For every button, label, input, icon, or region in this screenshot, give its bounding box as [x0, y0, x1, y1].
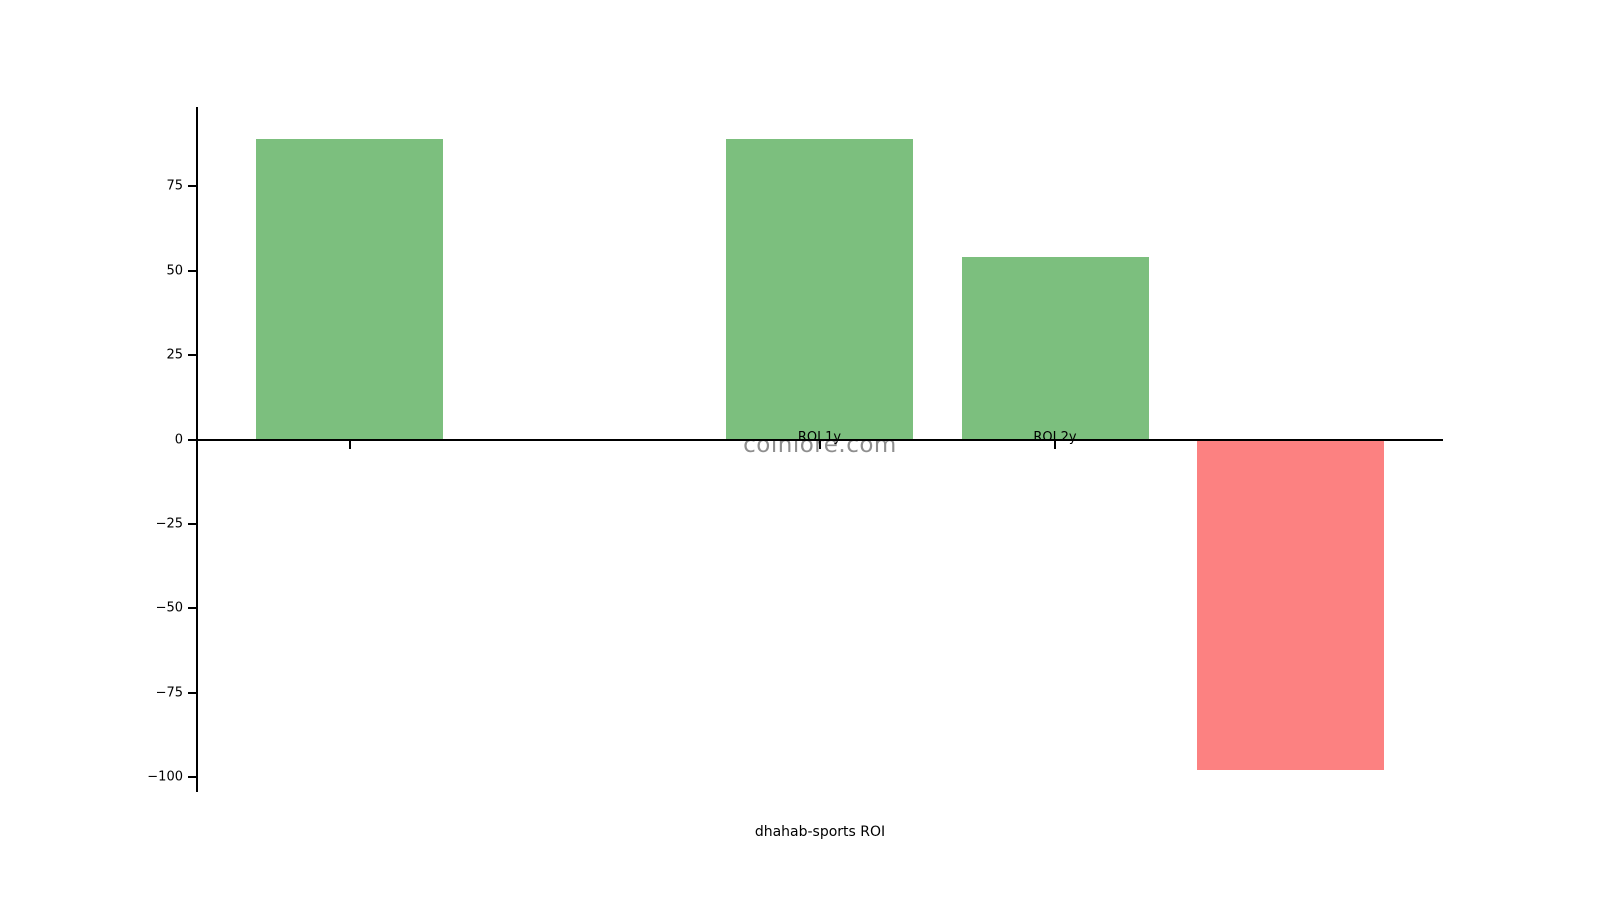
- y-tick-mark: [188, 269, 196, 272]
- y-tick-mark: [188, 185, 196, 188]
- y-axis-spine: [196, 107, 198, 792]
- x-axis-zero-line: [196, 438, 1443, 441]
- chart-title: dhahab-sports ROI: [754, 824, 886, 840]
- x-axis-label: ROI 1y: [797, 430, 842, 445]
- x-tick-mark: [818, 440, 821, 449]
- y-tick-mark: [188, 522, 196, 525]
- y-tick-mark: [188, 438, 196, 441]
- y-tick-label: 75: [166, 178, 183, 194]
- bar-roi-1y: [726, 139, 913, 440]
- y-tick-label: −25: [155, 516, 183, 532]
- y-tick-label: 25: [166, 347, 183, 363]
- y-tick-label: −100: [147, 769, 183, 785]
- x-axis-label: ROI 2y: [1033, 430, 1077, 445]
- y-tick-label: 0: [174, 432, 183, 447]
- bar-unlabeled-0: [256, 139, 443, 440]
- y-tick-mark: [188, 775, 196, 778]
- bar-roi-2y: [961, 257, 1149, 440]
- x-tick-mark: [348, 440, 351, 449]
- x-tick-mark: [1054, 440, 1056, 449]
- bar-unlabeled-3: [1197, 439, 1384, 771]
- y-tick-mark: [188, 354, 196, 357]
- y-tick-label: 50: [166, 263, 183, 279]
- y-tick-label: −75: [155, 685, 183, 701]
- y-tick-mark: [188, 691, 196, 694]
- y-tick-mark: [188, 607, 196, 610]
- y-tick-label: −50: [155, 600, 183, 616]
